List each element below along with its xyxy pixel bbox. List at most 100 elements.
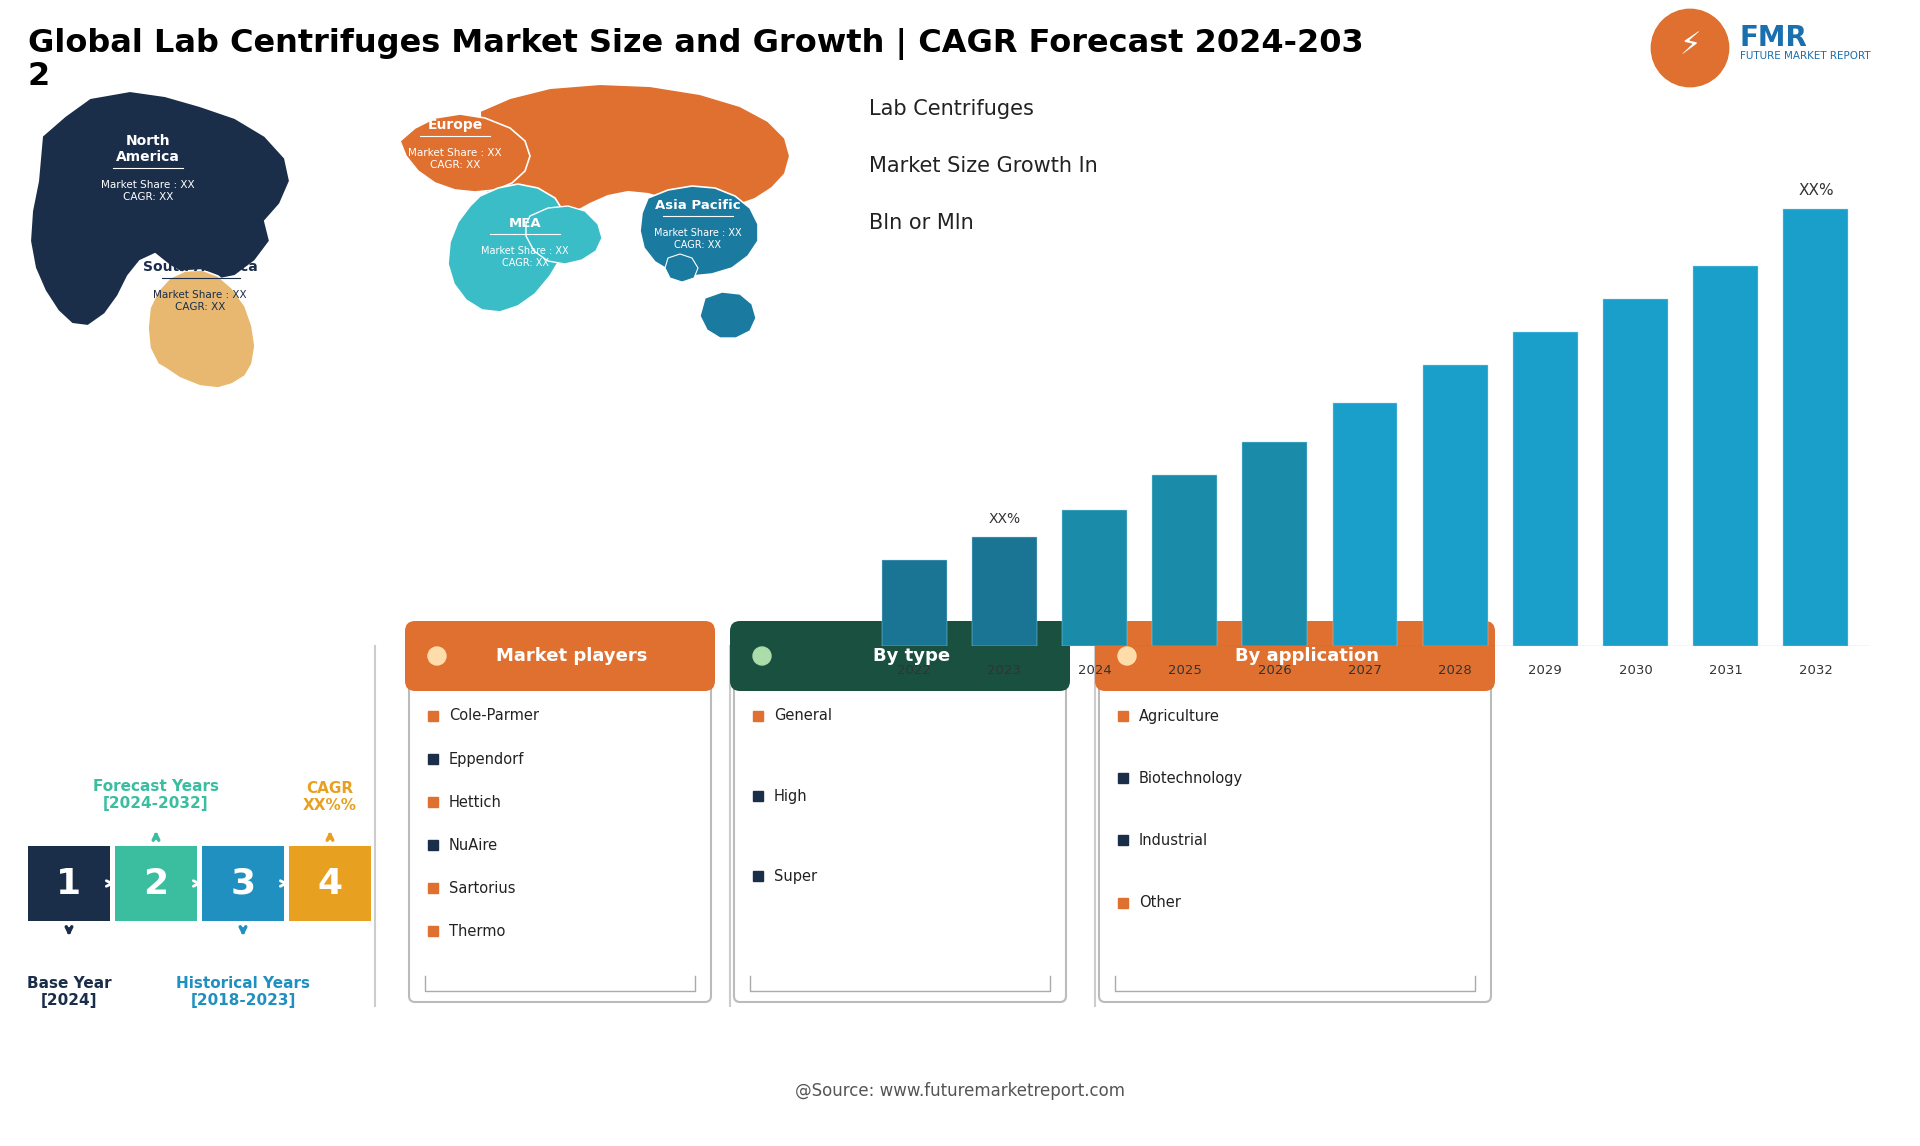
Text: NuAire: NuAire xyxy=(449,838,497,853)
Text: Europe: Europe xyxy=(428,118,482,132)
Text: CAGR: XX: CAGR: XX xyxy=(501,258,549,268)
Text: Market Share : XX: Market Share : XX xyxy=(482,246,568,256)
Text: Global Lab Centrifuges Market Size and Growth | CAGR Forecast 2024-203: Global Lab Centrifuges Market Size and G… xyxy=(29,28,1363,60)
Circle shape xyxy=(753,647,772,665)
Text: ⚡: ⚡ xyxy=(1680,31,1701,61)
FancyBboxPatch shape xyxy=(29,846,109,921)
Text: Thermo: Thermo xyxy=(449,924,505,939)
Text: @Source: www.futuremarketreport.com: @Source: www.futuremarketreport.com xyxy=(795,1082,1125,1100)
FancyBboxPatch shape xyxy=(730,621,1069,691)
Text: 1: 1 xyxy=(56,866,81,901)
Text: Lab Centrifuges: Lab Centrifuges xyxy=(870,99,1033,119)
Bar xyxy=(1784,209,1849,646)
Text: Market Share : XX: Market Share : XX xyxy=(655,228,741,238)
Text: CAGR: XX: CAGR: XX xyxy=(430,160,480,170)
Text: CAGR: XX: CAGR: XX xyxy=(674,240,722,250)
Text: 2029: 2029 xyxy=(1528,664,1563,676)
Text: Agriculture: Agriculture xyxy=(1139,708,1219,723)
Text: North
America: North America xyxy=(115,134,180,164)
Text: [2024-2032]: [2024-2032] xyxy=(104,796,209,811)
FancyBboxPatch shape xyxy=(202,846,284,921)
Polygon shape xyxy=(148,270,255,388)
FancyBboxPatch shape xyxy=(1094,621,1496,691)
Text: 2: 2 xyxy=(29,61,50,92)
Text: 2025: 2025 xyxy=(1167,664,1202,676)
Text: Historical Years: Historical Years xyxy=(177,976,309,991)
Text: 2031: 2031 xyxy=(1709,664,1743,676)
Polygon shape xyxy=(701,292,756,338)
Text: Market Size Growth In: Market Size Growth In xyxy=(870,156,1098,176)
Bar xyxy=(1062,510,1127,646)
Text: Base Year: Base Year xyxy=(27,976,111,991)
Text: Eppendorf: Eppendorf xyxy=(449,752,524,767)
Bar xyxy=(1152,474,1217,646)
Bar xyxy=(1513,332,1578,646)
Text: 4: 4 xyxy=(317,866,342,901)
Text: MEA: MEA xyxy=(509,217,541,230)
Text: [2024]: [2024] xyxy=(40,992,98,1008)
Text: XX%%: XX%% xyxy=(303,798,357,813)
FancyBboxPatch shape xyxy=(115,846,198,921)
Text: XX%: XX% xyxy=(1799,182,1834,197)
Bar xyxy=(1242,441,1308,646)
Polygon shape xyxy=(169,276,221,366)
Text: South America: South America xyxy=(142,260,257,274)
Text: 2026: 2026 xyxy=(1258,664,1292,676)
Text: FMR: FMR xyxy=(1740,24,1809,52)
FancyBboxPatch shape xyxy=(409,680,710,1002)
Circle shape xyxy=(1117,647,1137,665)
Text: [2018-2023]: [2018-2023] xyxy=(190,992,296,1008)
Text: Market Share : XX: Market Share : XX xyxy=(409,148,501,158)
Text: Hettich: Hettich xyxy=(449,794,501,810)
Text: 2027: 2027 xyxy=(1348,664,1382,676)
Polygon shape xyxy=(526,206,603,264)
Bar xyxy=(881,560,947,646)
Text: Market Share : XX: Market Share : XX xyxy=(102,180,194,190)
Bar xyxy=(1332,403,1398,646)
Text: Bln or Mln: Bln or Mln xyxy=(870,213,973,233)
Text: 2030: 2030 xyxy=(1619,664,1653,676)
Text: CAGR: XX: CAGR: XX xyxy=(175,303,225,312)
Polygon shape xyxy=(31,91,290,325)
Text: General: General xyxy=(774,708,831,723)
Text: Biotechnology: Biotechnology xyxy=(1139,771,1242,786)
Text: 2: 2 xyxy=(144,866,169,901)
Circle shape xyxy=(1651,10,1728,86)
Text: Other: Other xyxy=(1139,895,1181,910)
Polygon shape xyxy=(447,185,568,312)
Circle shape xyxy=(428,647,445,665)
Text: 2024: 2024 xyxy=(1077,664,1112,676)
FancyBboxPatch shape xyxy=(290,846,371,921)
Bar xyxy=(1603,299,1668,646)
Text: FUTURE MARKET REPORT: FUTURE MARKET REPORT xyxy=(1740,52,1870,61)
Text: Super: Super xyxy=(774,869,818,884)
Text: Industrial: Industrial xyxy=(1139,833,1208,848)
Text: CAGR: CAGR xyxy=(307,782,353,796)
Text: 2023: 2023 xyxy=(987,664,1021,676)
Polygon shape xyxy=(480,84,789,228)
Text: Cole-Parmer: Cole-Parmer xyxy=(449,708,540,723)
Text: XX%: XX% xyxy=(989,511,1020,526)
Text: CAGR: XX: CAGR: XX xyxy=(123,193,173,202)
Polygon shape xyxy=(664,254,699,282)
Text: Asia Pacific: Asia Pacific xyxy=(655,199,741,212)
FancyBboxPatch shape xyxy=(733,680,1066,1002)
Text: Market players: Market players xyxy=(495,647,647,665)
Bar xyxy=(972,536,1037,646)
Bar xyxy=(1423,366,1488,646)
Text: High: High xyxy=(774,788,808,803)
Polygon shape xyxy=(399,113,530,193)
Text: 2028: 2028 xyxy=(1438,664,1473,676)
Text: Market Share : XX: Market Share : XX xyxy=(154,290,248,300)
FancyBboxPatch shape xyxy=(405,621,714,691)
Text: By application: By application xyxy=(1235,647,1379,665)
Text: 2022: 2022 xyxy=(897,664,931,676)
Text: Forecast Years: Forecast Years xyxy=(92,779,219,794)
Text: By type: By type xyxy=(874,647,950,665)
FancyBboxPatch shape xyxy=(1098,680,1492,1002)
Polygon shape xyxy=(639,186,758,276)
Text: 2032: 2032 xyxy=(1799,664,1834,676)
Text: Sartorius: Sartorius xyxy=(449,881,515,896)
Text: 3: 3 xyxy=(230,866,255,901)
Bar xyxy=(1693,266,1759,646)
